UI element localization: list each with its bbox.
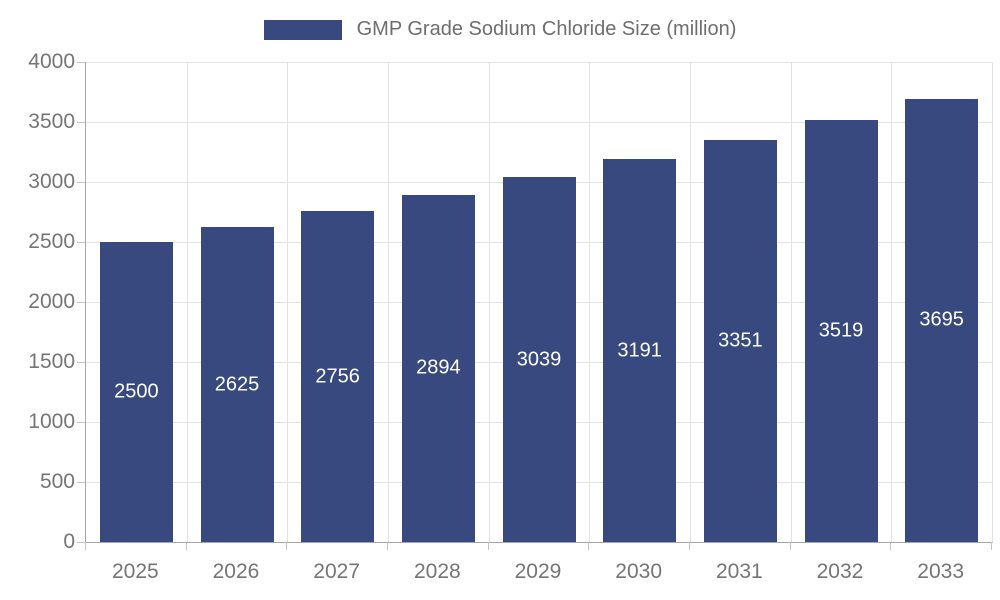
bar-2031[interactable]: 3351: [703, 139, 777, 542]
bar-2028[interactable]: 2894: [401, 194, 475, 542]
x-tick-label: 2030: [615, 560, 663, 583]
bar-value-label: 2756: [315, 365, 360, 388]
bar-2032[interactable]: 3519: [804, 119, 878, 542]
bar-2026[interactable]: 2625: [200, 227, 274, 542]
gridline-vertical: [388, 62, 389, 542]
bar-2025[interactable]: 2500: [99, 242, 173, 542]
x-tick-mark: [387, 542, 388, 550]
gridline-vertical: [488, 62, 490, 542]
y-tick-label: 2500: [28, 230, 75, 253]
plot-area: 2500 2625 2756 2894 3039 3191 3351 3519 3695: [85, 62, 993, 543]
y-tick-label: 0: [63, 530, 75, 553]
x-tick-label: 2032: [816, 560, 864, 583]
y-tick-mark: [77, 182, 85, 183]
y-tick-mark: [77, 362, 85, 363]
x-tick-mark: [85, 542, 86, 550]
legend-label: GMP Grade Sodium Chloride Size (million): [356, 18, 737, 40]
x-tick-label: 2028: [413, 560, 461, 583]
y-tick-label: 500: [39, 470, 75, 493]
x-tick-mark: [185, 542, 187, 550]
bar-value-label: 3695: [919, 308, 964, 331]
gridline-vertical: [186, 62, 188, 542]
bar-2029[interactable]: 3039: [502, 177, 576, 542]
chart-legend[interactable]: GMP Grade Sodium Chloride Size (million): [0, 18, 1000, 41]
y-tick-mark: [77, 302, 85, 303]
y-tick-label: 2000: [28, 290, 75, 313]
y-tick-label: 1000: [28, 410, 75, 433]
bar-2027[interactable]: 2756: [301, 211, 375, 542]
bar-value-label: 2894: [416, 356, 461, 379]
gridline-vertical: [891, 62, 893, 542]
x-tick-label: 2029: [514, 560, 562, 583]
y-tick-mark: [77, 482, 85, 483]
x-tick-mark: [890, 542, 892, 550]
x-tick-mark: [991, 542, 992, 550]
gridline-vertical: [287, 62, 289, 542]
y-tick-mark: [77, 122, 85, 123]
bar-value-label: 3039: [516, 348, 562, 371]
x-tick-mark: [487, 542, 489, 550]
x-tick-mark: [789, 542, 791, 550]
y-tick-label: 3000: [28, 170, 75, 193]
bar-2033[interactable]: 3695: [905, 98, 979, 542]
x-tick-mark: [286, 542, 288, 550]
bar-value-label: 2500: [114, 380, 159, 403]
gridline-horizontal: [86, 122, 992, 123]
y-tick-label: 4000: [28, 50, 75, 73]
bar-value-label: 3191: [617, 339, 662, 362]
gridline-horizontal: [86, 62, 992, 63]
bar-2030[interactable]: 3191: [603, 159, 677, 542]
x-tick-label: 2033: [917, 560, 965, 583]
bar-value-label: 3351: [718, 329, 763, 352]
x-tick-label: 2026: [212, 560, 260, 583]
x-tick-label: 2025: [111, 560, 159, 583]
x-tick-mark: [689, 542, 690, 550]
y-tick-mark: [77, 62, 85, 63]
bar-value-label: 3519: [818, 319, 864, 342]
legend-swatch[interactable]: [263, 19, 342, 40]
gridline-vertical: [690, 62, 691, 542]
gridline-vertical: [589, 62, 591, 542]
y-tick-mark: [77, 542, 85, 543]
y-tick-label: 1500: [28, 350, 75, 373]
x-tick-label: 2027: [313, 560, 361, 583]
y-tick-mark: [77, 242, 85, 243]
x-tick-mark: [588, 542, 590, 550]
gridline-vertical: [790, 62, 792, 542]
y-tick-mark: [77, 422, 85, 423]
x-tick-label: 2031: [715, 560, 763, 583]
bar-value-label: 2625: [214, 373, 260, 395]
y-tick-label: 3500: [28, 110, 75, 133]
